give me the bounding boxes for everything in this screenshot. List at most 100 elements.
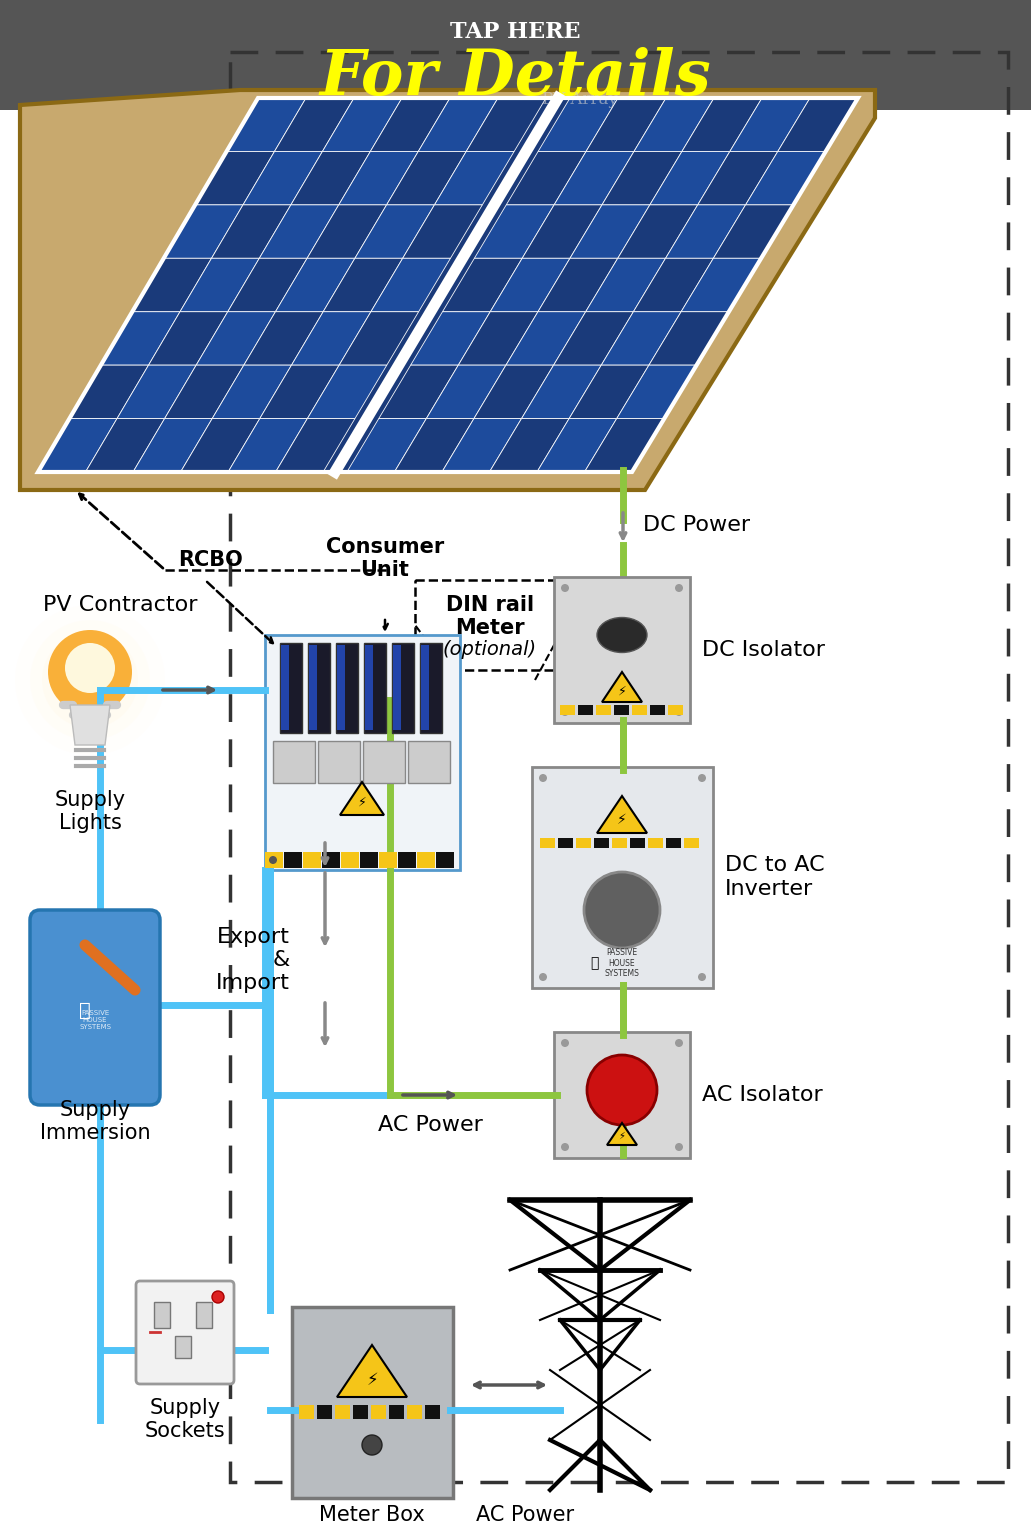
Text: Consumer
Unit: Consumer Unit xyxy=(326,537,444,580)
Bar xyxy=(666,838,681,849)
Polygon shape xyxy=(227,97,306,152)
Polygon shape xyxy=(698,152,777,205)
Bar xyxy=(337,645,345,730)
Polygon shape xyxy=(538,259,618,312)
Polygon shape xyxy=(522,205,602,259)
Bar xyxy=(540,838,555,849)
Polygon shape xyxy=(395,418,474,472)
Polygon shape xyxy=(554,312,633,365)
Polygon shape xyxy=(570,205,650,259)
Polygon shape xyxy=(291,152,370,205)
Bar xyxy=(558,838,573,849)
Polygon shape xyxy=(86,418,165,472)
Text: PASSIVE
HOUSE
SYSTEMS: PASSIVE HOUSE SYSTEMS xyxy=(604,948,639,978)
Polygon shape xyxy=(585,418,664,472)
Polygon shape xyxy=(387,152,466,205)
Polygon shape xyxy=(20,90,875,490)
Polygon shape xyxy=(101,312,180,365)
Polygon shape xyxy=(346,418,427,472)
FancyBboxPatch shape xyxy=(554,1033,690,1157)
FancyBboxPatch shape xyxy=(273,741,315,783)
Circle shape xyxy=(561,1039,569,1046)
Bar xyxy=(280,643,302,733)
Text: PV Contractor: PV Contractor xyxy=(42,595,197,614)
Text: AC Isolator: AC Isolator xyxy=(702,1084,823,1104)
Polygon shape xyxy=(602,672,642,703)
Polygon shape xyxy=(243,312,323,365)
Polygon shape xyxy=(490,259,570,312)
Polygon shape xyxy=(339,312,419,365)
FancyBboxPatch shape xyxy=(554,576,690,722)
Polygon shape xyxy=(403,205,483,259)
Text: DC Isolator: DC Isolator xyxy=(702,640,825,660)
FancyBboxPatch shape xyxy=(265,634,460,870)
Polygon shape xyxy=(554,152,634,205)
Text: TAP HERE: TAP HERE xyxy=(450,21,580,43)
Text: Meter Box: Meter Box xyxy=(320,1504,425,1521)
Polygon shape xyxy=(323,97,402,152)
Polygon shape xyxy=(569,365,648,418)
Bar xyxy=(650,706,665,715)
FancyBboxPatch shape xyxy=(136,1281,234,1384)
Bar xyxy=(364,643,386,733)
Polygon shape xyxy=(148,312,228,365)
Circle shape xyxy=(48,630,132,713)
FancyBboxPatch shape xyxy=(175,1335,191,1358)
Bar xyxy=(407,1405,422,1419)
Polygon shape xyxy=(618,205,698,259)
Polygon shape xyxy=(681,97,762,152)
Bar xyxy=(612,838,627,849)
Circle shape xyxy=(561,584,569,592)
Bar xyxy=(630,838,645,849)
Polygon shape xyxy=(650,152,730,205)
Bar xyxy=(365,645,373,730)
Bar xyxy=(393,645,401,730)
Polygon shape xyxy=(70,706,110,745)
Polygon shape xyxy=(180,259,260,312)
Bar xyxy=(336,643,358,733)
Bar xyxy=(281,645,289,730)
Bar xyxy=(417,852,435,868)
Circle shape xyxy=(698,973,706,981)
Text: DC to AC
Inverter: DC to AC Inverter xyxy=(725,855,825,899)
Polygon shape xyxy=(506,152,586,205)
Bar xyxy=(436,852,454,868)
Polygon shape xyxy=(243,152,323,205)
Polygon shape xyxy=(538,97,618,152)
Text: DIN rail: DIN rail xyxy=(446,595,534,614)
Circle shape xyxy=(539,973,547,981)
Polygon shape xyxy=(442,418,522,472)
Polygon shape xyxy=(275,418,355,472)
Polygon shape xyxy=(601,312,681,365)
Text: ⚡: ⚡ xyxy=(358,795,366,809)
Polygon shape xyxy=(597,795,647,834)
Circle shape xyxy=(675,707,683,716)
Bar xyxy=(308,643,330,733)
Polygon shape xyxy=(617,365,697,418)
Bar xyxy=(371,1405,386,1419)
Bar xyxy=(322,852,340,868)
Bar xyxy=(594,838,609,849)
Polygon shape xyxy=(648,312,729,365)
Polygon shape xyxy=(132,259,211,312)
Bar xyxy=(360,852,378,868)
Polygon shape xyxy=(607,1122,637,1145)
Polygon shape xyxy=(211,205,291,259)
Bar xyxy=(425,1405,440,1419)
Text: Supply
Sockets: Supply Sockets xyxy=(144,1398,226,1442)
Bar xyxy=(560,706,575,715)
Bar xyxy=(335,1405,350,1419)
Polygon shape xyxy=(681,259,761,312)
Bar xyxy=(415,580,565,669)
Polygon shape xyxy=(228,259,307,312)
Bar xyxy=(303,852,321,868)
Polygon shape xyxy=(522,365,601,418)
Polygon shape xyxy=(339,152,419,205)
Bar xyxy=(578,706,593,715)
Polygon shape xyxy=(307,365,387,418)
Polygon shape xyxy=(117,365,196,418)
Text: For Details: For Details xyxy=(320,47,711,108)
Polygon shape xyxy=(69,365,148,418)
Circle shape xyxy=(675,1142,683,1151)
FancyBboxPatch shape xyxy=(318,741,360,783)
